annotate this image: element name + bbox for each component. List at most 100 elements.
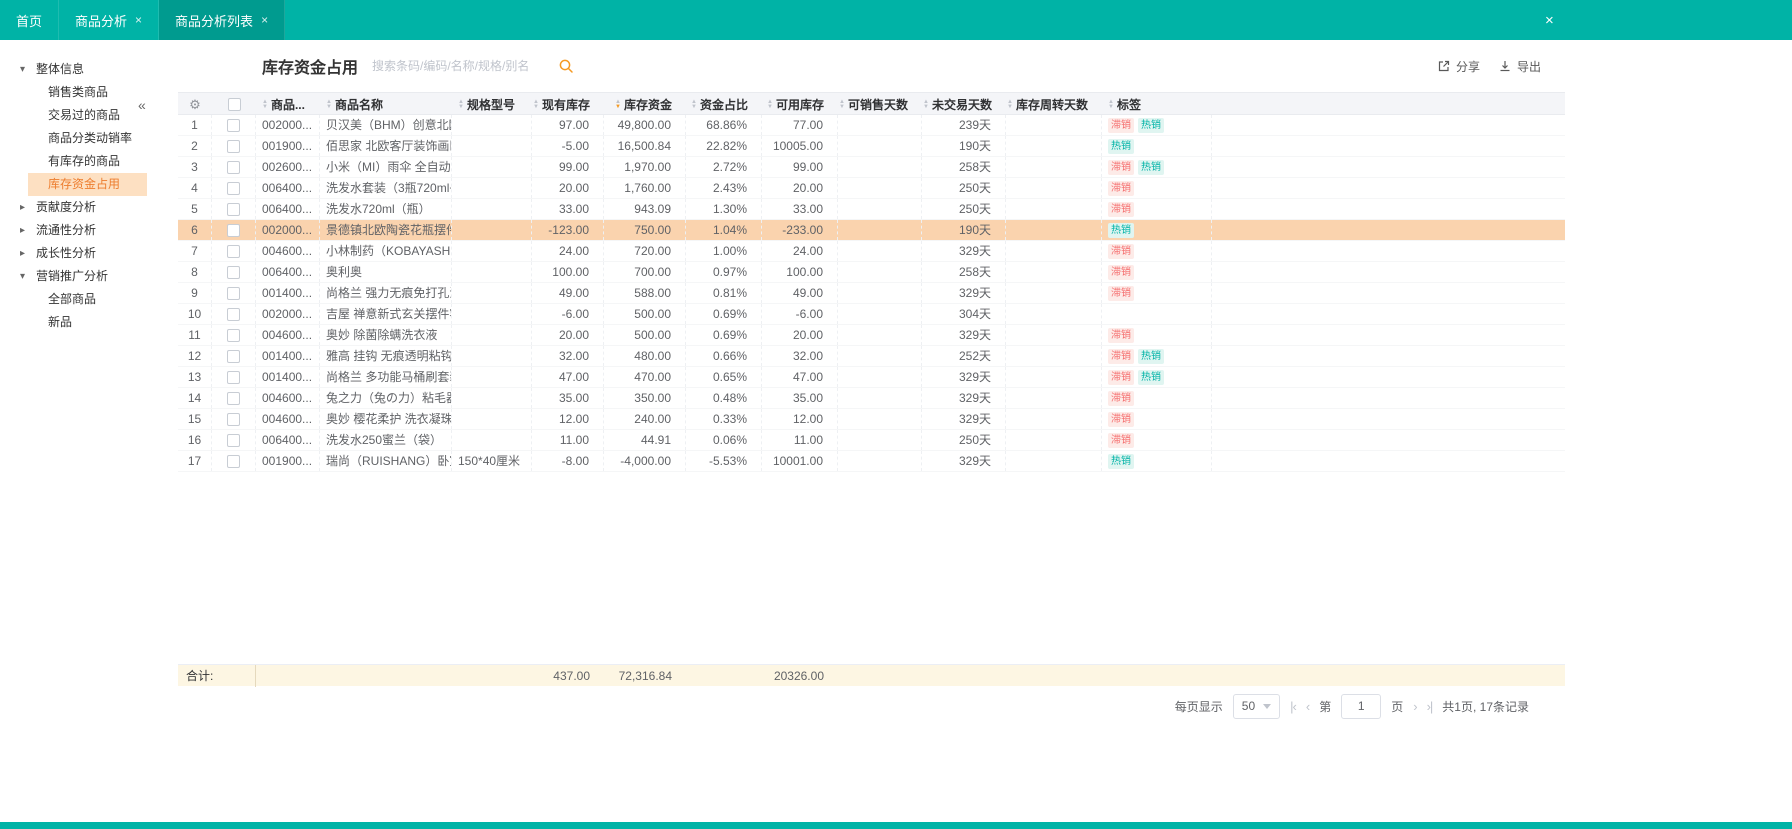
sidebar-group-overall-info[interactable]: ▾ 整体信息 [0, 58, 165, 81]
sort-icon[interactable]: ▲ ▼ [1007, 99, 1013, 110]
row-checkbox[interactable] [227, 454, 240, 468]
table-row[interactable]: 11 004600... 奥妙 除菌除螨洗衣液 20.00 500.00 0.6… [178, 325, 1565, 346]
table-row[interactable]: 1 002000... 贝汉美（BHM）创意北欧陶 97.00 49,800.0… [178, 115, 1565, 136]
next-page-button[interactable]: › [1413, 698, 1417, 714]
row-checkbox-cell[interactable] [212, 115, 256, 135]
table-row[interactable]: 4 006400... 洗发水套装（3瓶720ml+1瓶 20.00 1,760… [178, 178, 1565, 199]
sidebar-item-category-sell-rate[interactable]: 商品分类动销率 [0, 127, 165, 150]
row-checkbox[interactable] [227, 244, 240, 258]
topbar-tab-home[interactable]: 首页 [0, 0, 60, 40]
table-row[interactable]: 10 002000... 吉屋 禅意新式玄关摆件客厅 -6.00 500.00 … [178, 304, 1565, 325]
table-row[interactable]: 17 001900... 瑞尚（RUISHANG）卧室落 150*40厘米 -8… [178, 451, 1565, 472]
table-row[interactable]: 7 004600... 小林制药（KOBAYASHI）日 24.00 720.0… [178, 241, 1565, 262]
sort-icon[interactable]: ▲ ▼ [691, 99, 697, 110]
table-row[interactable]: 15 004600... 奥妙 樱花柔护 洗衣凝珠 10 12.00 240.0… [178, 409, 1565, 430]
sidebar-item-in-stock-products[interactable]: 有库存的商品 [0, 150, 165, 173]
sort-icon[interactable]: ▲ ▼ [533, 99, 539, 110]
row-checkbox-cell[interactable] [212, 178, 256, 198]
row-checkbox-cell[interactable] [212, 409, 256, 429]
table-row[interactable]: 3 002600... 小米（MI）雨伞 全自动折叠 99.00 1,970.0… [178, 157, 1565, 178]
row-checkbox-cell[interactable] [212, 157, 256, 177]
table-row[interactable]: 13 001400... 尚格兰 多功能马桶刷套装 刷 47.00 470.00… [178, 367, 1565, 388]
table-row[interactable]: 5 006400... 洗发水720ml（瓶） 33.00 943.09 1.3… [178, 199, 1565, 220]
col-header-turnover-days[interactable]: ▲ ▼ 库存周转天数 [1006, 93, 1102, 116]
export-button[interactable]: 导出 [1498, 58, 1541, 75]
prev-page-button[interactable]: ‹ [1305, 698, 1310, 714]
row-checkbox[interactable] [227, 349, 240, 363]
row-checkbox-cell[interactable] [212, 451, 256, 471]
col-header-no-trade-days[interactable]: ▲ ▼ 未交易天数 [922, 93, 1006, 116]
sidebar-group-marketing[interactable]: ▾ 营销推广分析 [0, 265, 165, 288]
table-row[interactable]: 2 001900... 佰思家 北欧客厅装饰画卧室 -5.00 16,500.8… [178, 136, 1565, 157]
sidebar-item-traded-products[interactable]: 交易过的商品 [0, 104, 165, 127]
sidebar-collapse-button[interactable]: « [138, 97, 146, 113]
row-checkbox-cell[interactable] [212, 136, 256, 156]
row-checkbox-cell[interactable] [212, 199, 256, 219]
row-checkbox[interactable] [227, 370, 240, 384]
sort-icon[interactable]: ▲ ▼ [615, 99, 621, 110]
row-checkbox-cell[interactable] [212, 430, 256, 450]
sort-icon[interactable]: ▲ ▼ [262, 99, 268, 110]
row-checkbox-cell[interactable] [212, 346, 256, 366]
row-checkbox-cell[interactable] [212, 325, 256, 345]
row-checkbox[interactable] [227, 286, 240, 300]
close-icon[interactable]: × [1545, 11, 1554, 29]
col-header-spec[interactable]: ▲ ▼ 规格型号 [452, 93, 532, 116]
sort-icon[interactable]: ▲ ▼ [839, 99, 845, 110]
topbar-tab-product-analysis-list[interactable]: 商品分析列表 × [159, 0, 286, 40]
row-checkbox-cell[interactable] [212, 262, 256, 282]
sort-icon[interactable]: ▲ ▼ [1108, 99, 1114, 110]
row-checkbox-cell[interactable] [212, 388, 256, 408]
page-input[interactable] [1341, 693, 1382, 719]
sidebar-group-growth[interactable]: ▸ 成长性分析 [0, 242, 165, 265]
row-checkbox[interactable] [227, 412, 240, 426]
row-checkbox-cell[interactable] [212, 367, 256, 387]
gear-icon[interactable]: ⚙ [189, 96, 201, 112]
sort-icon[interactable]: ▲ ▼ [458, 99, 464, 110]
tab-close-icon[interactable]: × [261, 13, 269, 27]
col-header-tags[interactable]: ▲ ▼ 标签 [1102, 93, 1212, 116]
table-row[interactable]: 12 001400... 雅高 挂钩 无痕透明粘钩 强 32.00 480.00… [178, 346, 1565, 367]
sidebar-group-contribution[interactable]: ▸ 贡献度分析 [0, 196, 165, 219]
table-row[interactable]: 8 006400... 奥利奥 100.00 700.00 0.97% 100.… [178, 262, 1565, 283]
last-page-button[interactable]: ›| [1426, 698, 1434, 714]
row-checkbox[interactable] [227, 202, 240, 216]
per-page-select[interactable]: 50 [1232, 693, 1281, 719]
table-row[interactable]: 14 004600... 兔之力（兔の力）粘毛器粘 35.00 350.00 0… [178, 388, 1565, 409]
table-row[interactable]: 6 002000... 景德镇北欧陶瓷花瓶摆件 优 -123.00 750.00… [178, 220, 1565, 241]
table-row[interactable]: 9 001400... 尚格兰 强力无痕免打孔浴室 49.00 588.00 0… [178, 283, 1565, 304]
col-header-available[interactable]: ▲ ▼ 可用库存 [762, 93, 838, 116]
topbar-tab-product-analysis[interactable]: 商品分析 × [59, 0, 160, 40]
row-checkbox-cell[interactable] [212, 304, 256, 324]
row-checkbox[interactable] [227, 160, 240, 174]
sidebar-item-sales-products[interactable]: 销售类商品 [0, 81, 165, 104]
col-header-capital[interactable]: ▲ ▼ 库存资金 [604, 93, 686, 116]
col-header-stock[interactable]: ▲ ▼ 现有库存 [532, 93, 604, 116]
sort-icon[interactable]: ▲ ▼ [326, 99, 332, 110]
share-button[interactable]: 分享 [1437, 58, 1480, 75]
sidebar-item-new-products[interactable]: 新品 [0, 311, 165, 334]
first-page-button[interactable]: |‹ [1290, 698, 1297, 714]
sidebar-group-liquidity[interactable]: ▸ 流通性分析 [0, 219, 165, 242]
select-all-cell[interactable] [212, 93, 256, 116]
select-all-checkbox[interactable] [227, 98, 241, 111]
tab-close-icon[interactable]: × [135, 13, 143, 27]
row-checkbox[interactable] [227, 328, 240, 342]
row-checkbox[interactable] [227, 118, 240, 132]
row-checkbox-cell[interactable] [212, 283, 256, 303]
row-checkbox-cell[interactable] [212, 241, 256, 261]
search-input[interactable] [372, 59, 553, 73]
col-header-product-code[interactable]: ▲ ▼ 商品... [256, 93, 320, 116]
row-checkbox[interactable] [227, 181, 240, 195]
table-row[interactable]: 16 006400... 洗发水250蜜兰（袋） 11.00 44.91 0.0… [178, 430, 1565, 451]
row-checkbox[interactable] [227, 265, 240, 279]
col-header-capital-ratio[interactable]: ▲ ▼ 资金占比 [686, 93, 762, 116]
row-checkbox[interactable] [227, 223, 240, 237]
row-checkbox[interactable] [227, 433, 240, 447]
sort-icon[interactable]: ▲ ▼ [767, 99, 773, 110]
row-checkbox-cell[interactable] [212, 220, 256, 240]
sidebar-item-inventory-capital[interactable]: 库存资金占用 [28, 173, 147, 196]
sort-icon[interactable]: ▲ ▼ [923, 99, 929, 110]
row-checkbox[interactable] [227, 307, 240, 321]
column-config-button[interactable]: ⚙ [178, 93, 212, 116]
